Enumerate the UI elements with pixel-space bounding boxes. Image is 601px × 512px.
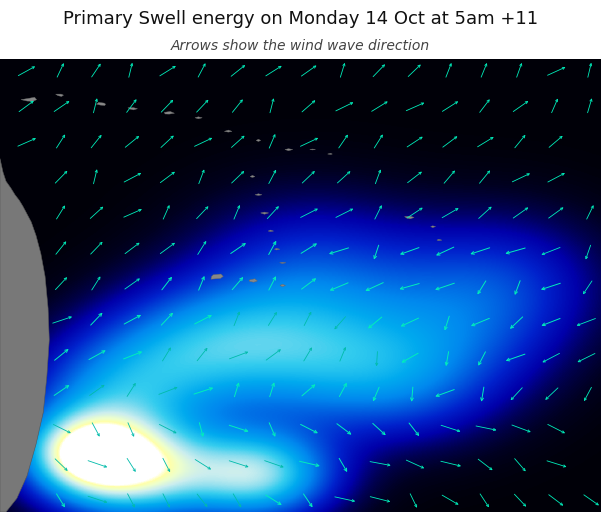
Polygon shape (431, 226, 436, 228)
Polygon shape (280, 284, 285, 287)
Polygon shape (96, 102, 106, 105)
Polygon shape (56, 94, 64, 96)
Polygon shape (279, 262, 286, 264)
Polygon shape (256, 139, 261, 141)
Polygon shape (275, 248, 280, 250)
Polygon shape (285, 148, 293, 151)
Polygon shape (224, 130, 232, 132)
Polygon shape (195, 117, 203, 119)
Polygon shape (268, 230, 273, 231)
Polygon shape (404, 216, 414, 219)
Polygon shape (211, 274, 223, 279)
Polygon shape (437, 239, 442, 241)
Text: Arrows show the wind wave direction: Arrows show the wind wave direction (171, 39, 430, 53)
Polygon shape (250, 175, 255, 177)
Polygon shape (328, 153, 332, 155)
Polygon shape (261, 212, 269, 214)
Polygon shape (164, 112, 174, 114)
Polygon shape (128, 108, 138, 110)
Polygon shape (21, 97, 37, 101)
Polygon shape (249, 279, 257, 282)
Polygon shape (255, 194, 262, 196)
Polygon shape (310, 149, 316, 150)
Polygon shape (0, 159, 49, 512)
Text: Primary Swell energy on Monday 14 Oct at 5am +11: Primary Swell energy on Monday 14 Oct at… (63, 10, 538, 28)
